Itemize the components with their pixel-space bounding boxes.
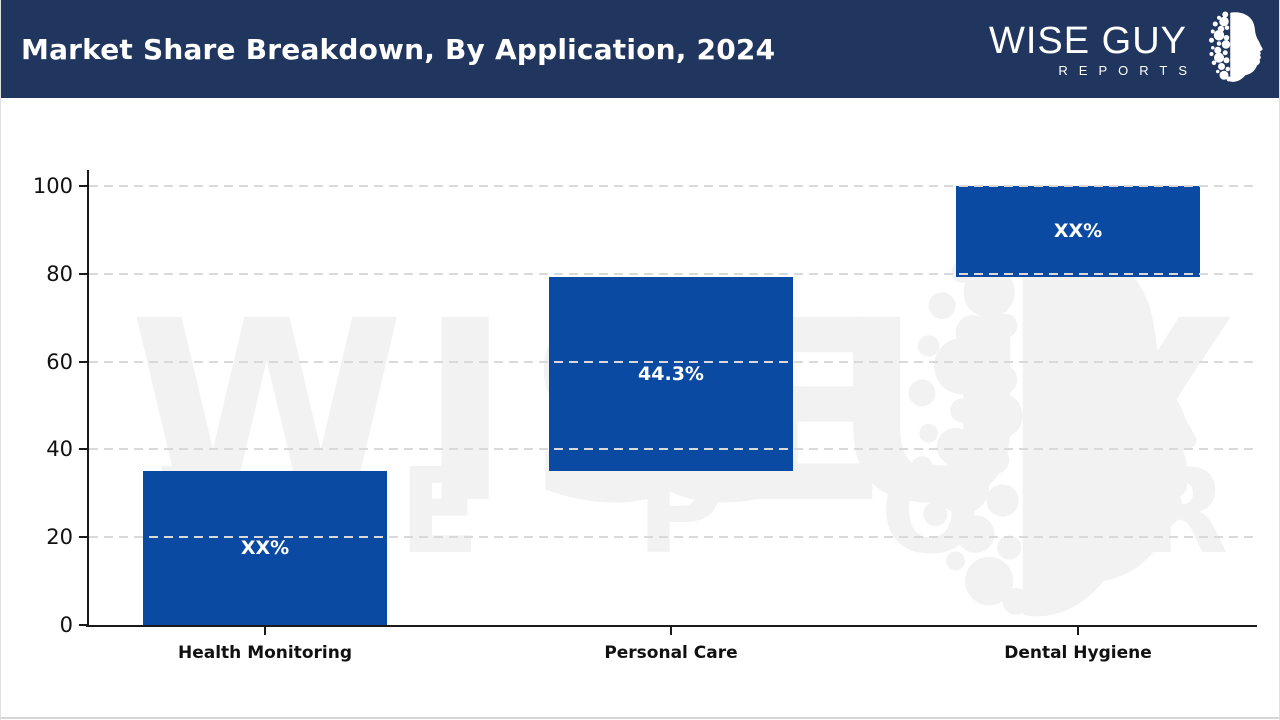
bar-personal-care <box>549 276 793 472</box>
logo-wiseguy-text: WISE GUY <box>988 19 1187 62</box>
gridline-40 <box>89 448 1257 451</box>
y-axis-tick <box>79 360 87 363</box>
logo-wordmark: WISE GUY REPORTS <box>989 22 1187 77</box>
gridline-80 <box>89 272 1257 275</box>
gridline-60 <box>89 360 1257 363</box>
x-axis-tick <box>670 627 672 635</box>
y-axis-tick <box>79 536 87 539</box>
y-axis-tick <box>79 448 87 451</box>
x-axis-tick <box>1077 627 1079 635</box>
logo-reports-text: REPORTS <box>1058 62 1198 78</box>
y-axis-tick <box>79 185 87 187</box>
y-axis-tick-label: 60 <box>46 349 73 374</box>
header-bar: Market Share Breakdown, By Application, … <box>1 0 1279 98</box>
bar-value-label: XX% <box>240 537 290 560</box>
bar-dental-hygiene <box>956 186 1200 277</box>
bar-value-label: XX% <box>1053 220 1103 243</box>
bottom-divider <box>1 717 1279 719</box>
logo-head-icon <box>1209 11 1263 82</box>
y-axis-tick <box>79 272 87 275</box>
bar-value-label: 44.3% <box>638 363 704 386</box>
y-axis-tick-label: 0 <box>59 613 73 637</box>
x-axis-category-label: Health Monitoring <box>177 643 353 663</box>
y-axis-tick-label: 20 <box>46 525 73 550</box>
x-axis-category-label: Personal Care <box>604 643 738 663</box>
y-axis-tick-label: 80 <box>46 261 73 286</box>
y-axis-tick <box>79 624 87 626</box>
x-axis-tick <box>264 627 266 635</box>
y-axis-tick-label: 40 <box>46 437 73 462</box>
watermark-head-icon <box>908 238 1197 617</box>
gridline-20 <box>89 536 1257 539</box>
y-axis-tick-label: 100 <box>32 174 73 198</box>
bar-health-monitoring <box>143 471 387 625</box>
x-axis-line <box>86 625 1257 627</box>
gridline-100 <box>89 185 1257 187</box>
x-axis-category-label: Dental Hygiene <box>1004 643 1152 663</box>
page-title: Market Share Breakdown, By Application, … <box>21 32 776 66</box>
y-axis-line <box>87 170 89 627</box>
brand-logo: WISE GUY REPORTS <box>989 0 1269 98</box>
